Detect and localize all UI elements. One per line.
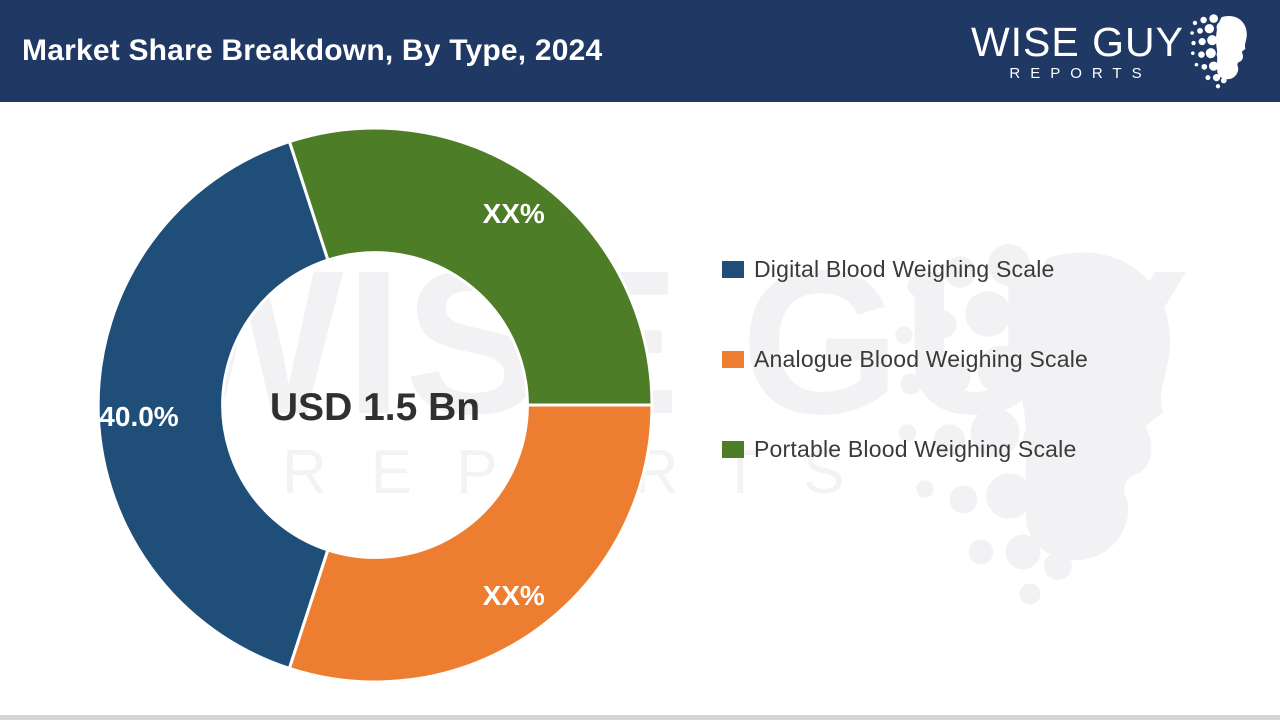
donut-center-value: USD 1.5 Bn <box>269 386 481 429</box>
wise-guy-reports-logo: WISE GUY REPORTS <box>971 10 1254 92</box>
header-bar: Market Share Breakdown, By Type, 2024 WI… <box>0 0 1280 102</box>
legend-swatch-digital <box>722 261 744 278</box>
slice-label-portable: XX% <box>482 198 545 230</box>
donut-chart: XX% 40.0% XX% USD 1.5 Bn <box>95 125 655 685</box>
logo-face-icon <box>1182 10 1254 92</box>
legend-item-portable: Portable Blood Weighing Scale <box>722 436 1076 463</box>
slice-label-digital: 40.0% <box>99 401 179 432</box>
page-title: Market Share Breakdown, By Type, 2024 <box>22 34 603 67</box>
slice-label-analogue: XX% <box>482 579 545 611</box>
legend-label-analogue: Analogue Blood Weighing Scale <box>754 346 1088 372</box>
donut-slice-portable-blood-weighing-scale <box>287 126 654 407</box>
logo-wiseguy-text: WISE GUY <box>970 18 1184 65</box>
donut-chart-svg <box>96 126 654 684</box>
donut-slice-analogue-blood-weighing-scale <box>287 403 654 684</box>
legend-swatch-analogue <box>722 351 744 368</box>
legend-item-analogue: Analogue Blood Weighing Scale <box>722 346 1088 373</box>
footer-bar <box>0 715 1280 720</box>
legend-swatch-portable <box>722 441 744 458</box>
legend-label-digital: Digital Blood Weighing Scale <box>754 256 1055 282</box>
logo-reports-text: REPORTS <box>1009 64 1152 82</box>
legend-item-digital: Digital Blood Weighing Scale <box>722 256 1055 283</box>
donut-slice-digital-blood-weighing-scale <box>96 140 330 670</box>
legend-label-portable: Portable Blood Weighing Scale <box>754 436 1077 462</box>
